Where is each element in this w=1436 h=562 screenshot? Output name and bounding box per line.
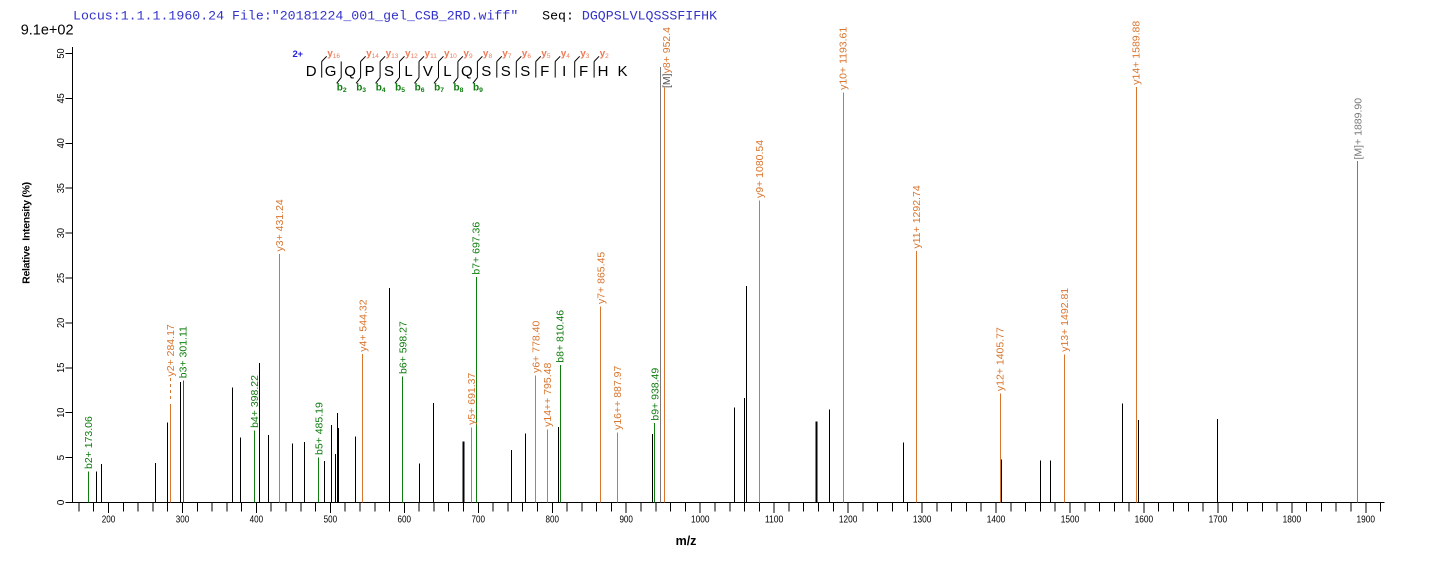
svg-text:40: 40 bbox=[55, 138, 67, 148]
svg-text:y10: y10 bbox=[444, 49, 457, 61]
svg-text:y16++ 887.97: y16++ 887.97 bbox=[612, 366, 624, 430]
svg-text:y3: y3 bbox=[580, 49, 590, 61]
svg-text:900: 900 bbox=[619, 513, 633, 525]
svg-text:1600: 1600 bbox=[1135, 513, 1154, 525]
svg-text:y11: y11 bbox=[425, 49, 438, 61]
svg-text:b3: b3 bbox=[356, 83, 366, 95]
svg-text:S: S bbox=[501, 63, 511, 80]
svg-text:V: V bbox=[423, 63, 433, 80]
svg-text:500: 500 bbox=[324, 513, 338, 525]
svg-text:G: G bbox=[325, 63, 337, 80]
svg-text:20: 20 bbox=[55, 318, 67, 328]
svg-text:L: L bbox=[443, 63, 451, 80]
svg-text:b7+ 697.36: b7+ 697.36 bbox=[471, 222, 483, 275]
svg-text:S: S bbox=[384, 63, 394, 80]
svg-text:1800: 1800 bbox=[1283, 513, 1302, 525]
svg-text:S: S bbox=[481, 63, 491, 80]
svg-text:1900: 1900 bbox=[1357, 513, 1376, 525]
svg-text:D: D bbox=[306, 63, 317, 80]
svg-text:y9: y9 bbox=[463, 49, 473, 61]
svg-text:y11+ 1292.74: y11+ 1292.74 bbox=[911, 185, 923, 248]
svg-text:P: P bbox=[365, 63, 375, 80]
svg-text:b9: b9 bbox=[473, 83, 483, 95]
svg-text:b4: b4 bbox=[376, 83, 386, 95]
svg-text:y7+ 865.45: y7+ 865.45 bbox=[595, 252, 607, 304]
svg-text:b7: b7 bbox=[434, 83, 444, 95]
svg-text:y5+ 691.37: y5+ 691.37 bbox=[466, 372, 478, 424]
svg-text:700: 700 bbox=[472, 513, 486, 525]
svg-text:m/z: m/z bbox=[676, 534, 697, 548]
svg-text:300: 300 bbox=[176, 513, 190, 525]
svg-text:b5+ 485.19: b5+ 485.19 bbox=[313, 402, 325, 455]
svg-text:30: 30 bbox=[55, 228, 67, 238]
svg-text:I: I bbox=[562, 63, 566, 80]
svg-text:b8: b8 bbox=[454, 83, 464, 95]
svg-text:1700: 1700 bbox=[1209, 513, 1228, 525]
svg-text:y4+ 544.32: y4+ 544.32 bbox=[357, 299, 369, 351]
svg-text:y16: y16 bbox=[327, 49, 340, 61]
svg-text:y6+ 778.40: y6+ 778.40 bbox=[530, 320, 542, 372]
svg-text:1400: 1400 bbox=[987, 513, 1006, 525]
svg-text:[M]y8+ 952.4: [M]y8+ 952.4 bbox=[661, 27, 673, 88]
svg-text:S: S bbox=[520, 63, 530, 80]
svg-text:y9+ 1080.54: y9+ 1080.54 bbox=[754, 140, 766, 198]
svg-text:y2+ 284.17: y2+ 284.17 bbox=[165, 324, 177, 376]
svg-text:F: F bbox=[540, 63, 549, 80]
svg-text:50: 50 bbox=[55, 48, 67, 58]
svg-text:10: 10 bbox=[55, 407, 67, 417]
svg-text:H: H bbox=[598, 63, 609, 80]
svg-text:1300: 1300 bbox=[913, 513, 932, 525]
svg-text:Locus:1.1.1.1960.24 File:"2018: Locus:1.1.1.1960.24 File:"20181224_001_g… bbox=[73, 8, 717, 23]
svg-text:y13+ 1492.81: y13+ 1492.81 bbox=[1059, 288, 1071, 352]
svg-text:Q: Q bbox=[461, 63, 473, 80]
svg-text:b2+ 173.06: b2+ 173.06 bbox=[83, 416, 95, 469]
svg-text:b8+ 810.46: b8+ 810.46 bbox=[555, 310, 567, 363]
svg-text:y12: y12 bbox=[405, 49, 418, 61]
svg-text:b3+ 301.11: b3+ 301.11 bbox=[178, 326, 190, 378]
svg-text:y13: y13 bbox=[386, 49, 399, 61]
svg-text:b9+ 938.49: b9+ 938.49 bbox=[649, 368, 661, 421]
svg-text:y5: y5 bbox=[541, 49, 551, 61]
svg-text:y2: y2 bbox=[600, 49, 610, 61]
svg-text:K: K bbox=[617, 63, 627, 80]
svg-text:b2: b2 bbox=[337, 83, 347, 95]
svg-text:45: 45 bbox=[55, 93, 67, 103]
svg-text:1000: 1000 bbox=[691, 513, 710, 525]
svg-text:400: 400 bbox=[250, 513, 264, 525]
svg-text:y10+ 1193.61: y10+ 1193.61 bbox=[838, 27, 850, 90]
svg-text:L: L bbox=[404, 63, 412, 80]
svg-text:y6: y6 bbox=[522, 49, 532, 61]
svg-text:9.1e+02: 9.1e+02 bbox=[21, 23, 74, 39]
svg-text:F: F bbox=[579, 63, 588, 80]
svg-text:y8: y8 bbox=[483, 49, 493, 61]
svg-text:25: 25 bbox=[55, 273, 67, 283]
svg-text:200: 200 bbox=[102, 513, 116, 525]
svg-text:[M]+ 1889.90: [M]+ 1889.90 bbox=[1352, 98, 1364, 160]
svg-text:y14++ 795.48: y14++ 795.48 bbox=[542, 363, 554, 427]
svg-text:1200: 1200 bbox=[839, 513, 858, 525]
svg-text:2+: 2+ bbox=[293, 49, 304, 60]
svg-text:1500: 1500 bbox=[1061, 513, 1080, 525]
svg-text:600: 600 bbox=[398, 513, 412, 525]
svg-text:y12+ 1405.77: y12+ 1405.77 bbox=[995, 327, 1007, 391]
svg-text:y14+ 1589.88: y14+ 1589.88 bbox=[1131, 21, 1143, 85]
svg-text:35: 35 bbox=[55, 183, 67, 193]
svg-text:y3+ 431.24: y3+ 431.24 bbox=[274, 199, 286, 251]
svg-text:Relative Intensity (%): Relative Intensity (%) bbox=[21, 182, 33, 284]
svg-text:1100: 1100 bbox=[765, 513, 784, 525]
svg-text:b4+ 398.22: b4+ 398.22 bbox=[249, 375, 261, 428]
svg-text:15: 15 bbox=[55, 363, 67, 373]
svg-text:b6+ 598.27: b6+ 598.27 bbox=[397, 321, 409, 374]
svg-text:y14: y14 bbox=[366, 49, 379, 61]
svg-text:b6: b6 bbox=[415, 83, 425, 95]
svg-text:b5: b5 bbox=[395, 83, 405, 95]
svg-text:0: 0 bbox=[55, 500, 67, 506]
svg-text:y4: y4 bbox=[561, 49, 571, 61]
svg-text:800: 800 bbox=[546, 513, 560, 525]
svg-text:Q: Q bbox=[344, 63, 356, 80]
svg-text:y7: y7 bbox=[502, 49, 512, 61]
svg-text:5: 5 bbox=[55, 455, 67, 461]
